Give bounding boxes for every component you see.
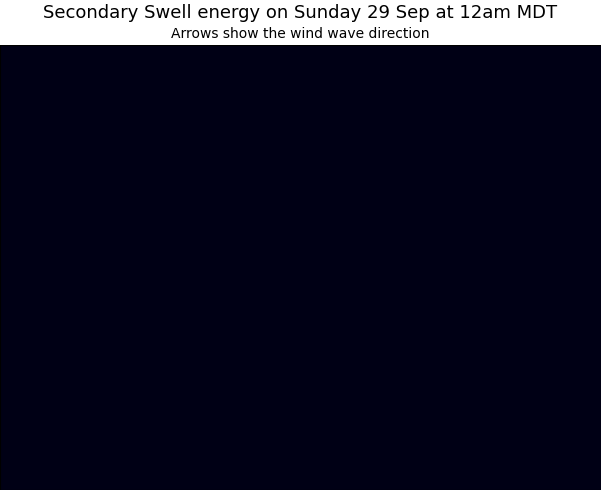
Text: Secondary Swell energy on Sunday 29 Sep at 12am MDT: Secondary Swell energy on Sunday 29 Sep … [43, 3, 558, 22]
Text: Arrows show the wind wave direction: Arrows show the wind wave direction [171, 27, 430, 41]
